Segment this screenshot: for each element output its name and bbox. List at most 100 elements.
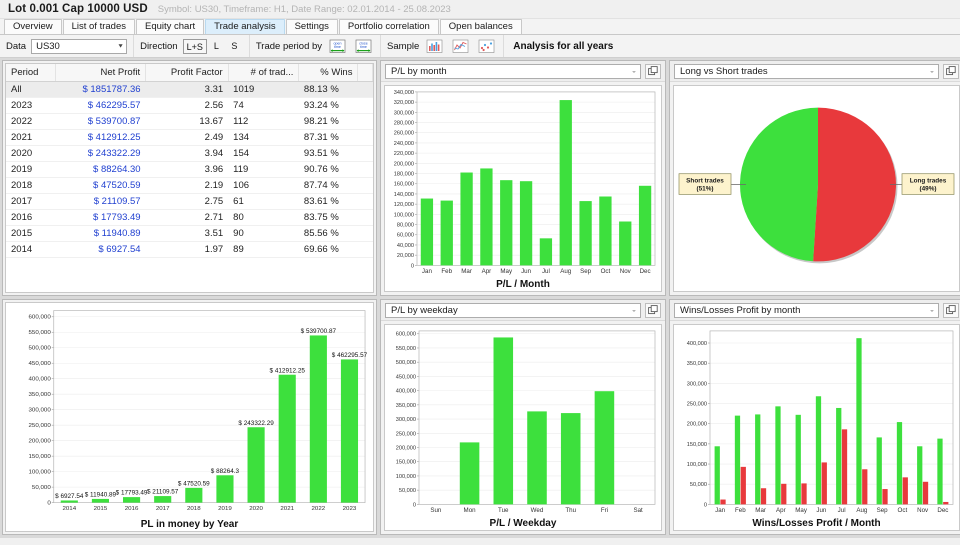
column-header--wins[interactable]: % Wins [298,64,359,82]
table-row[interactable]: 2020 $ 243322.29 3.94 154 93.51 % [6,145,373,162]
table-cell: 2023 [6,97,56,114]
svg-text:300,000: 300,000 [29,408,52,414]
sample-scatter-chart-icon[interactable] [476,38,497,55]
svg-text:320,000: 320,000 [394,100,414,106]
svg-text:Long trades: Long trades [910,178,947,185]
tab-list-of-trades[interactable]: List of trades [62,19,135,34]
sample-bar-chart-icon[interactable] [424,38,445,55]
direction-option-s[interactable]: S [231,40,238,51]
popout-window-icon[interactable] [645,302,661,318]
table-row[interactable]: All $ 1851787.36 3.31 1019 88.13 % [6,81,373,98]
svg-text:200,000: 200,000 [396,446,416,452]
direction-option-lpluss[interactable]: L+S [182,38,207,54]
direction-option-l[interactable]: L [213,40,219,51]
table-cell: 1.97 [145,241,229,258]
long-vs-short-select[interactable]: Long vs Short trades ⌄ [674,63,939,79]
tab-trade-analysis[interactable]: Trade analysis [205,19,285,34]
table-cell: $ 11940.89 [55,225,146,242]
tab-equity-chart[interactable]: Equity chart [135,19,205,34]
popout-window-icon[interactable] [943,302,959,318]
popout-window-icon[interactable] [645,63,661,79]
svg-text:340,000: 340,000 [394,90,414,96]
table-cell: $ 88264.30 [55,161,146,178]
toolbar-group-sample: Sample [381,35,505,57]
tab-settings[interactable]: Settings [285,19,338,34]
data-select-value: US30 [36,40,60,52]
svg-text:$ 21109.57: $ 21109.57 [147,489,179,496]
panel-period-stats: Period Net Profit Profit Factor # of trad..… [2,60,377,296]
data-select[interactable]: US30 ▼ [31,38,128,54]
svg-text:Feb: Feb [735,507,746,514]
tab-portfolio-correlation[interactable]: Portfolio correlation [338,19,439,34]
table-cell: 2022 [6,113,56,130]
toolbar: Data US30 ▼ Direction L+S L S Trade period… [0,35,960,58]
table-row[interactable]: 2015 $ 11940.89 3.51 90 85.56 % [6,225,373,242]
column-header--of-trad[interactable]: # of trad... [228,64,300,82]
table-cell: $ 539700.87 [55,113,146,130]
svg-text:50,000: 50,000 [690,482,707,488]
svg-text:400,000: 400,000 [29,377,52,383]
svg-text:350,000: 350,000 [396,403,416,409]
period-stats-table[interactable]: Period Net Profit Profit Factor # of trad..… [6,64,373,258]
column-header-net-profit[interactable]: Net Profit [55,64,147,82]
svg-text:Short trades: Short trades [686,178,724,185]
panel-pl-by-month: P/L by month ⌄ 0 20,000 40,000 60,000 80,000… [380,60,666,296]
table-row[interactable]: 2017 $ 21109.57 2.75 61 83.61 % [6,193,373,210]
long-vs-short-chart-area: Short trades (51%) Long trades (49%) [673,85,960,292]
svg-text:20,000: 20,000 [397,253,414,259]
svg-text:200,000: 200,000 [394,161,414,167]
svg-text:0: 0 [411,263,414,269]
tab-open-balances[interactable]: Open balances [439,19,522,34]
chevron-down-icon: ⌄ [631,307,637,314]
svg-text:Mon: Mon [464,507,477,514]
table-row[interactable]: 2022 $ 539700.87 13.67 112 98.21 % [6,113,373,130]
pl-by-month-select[interactable]: P/L by month ⌄ [385,63,641,79]
open-time-icon[interactable]: open time [327,38,348,55]
table-row[interactable]: 2023 $ 462295.57 2.56 74 93.24 % [6,97,373,114]
table-cell: 90.76 % [298,161,358,178]
popout-window-icon[interactable] [943,63,959,79]
svg-text:140,000: 140,000 [394,192,414,198]
svg-text:time: time [360,45,367,49]
table-row[interactable]: 2019 $ 88264.30 3.96 119 90.76 % [6,161,373,178]
svg-text:350,000: 350,000 [687,361,707,367]
direction-label: Direction [140,40,178,52]
pl-by-month-chart: 0 20,000 40,000 60,000 80,000 100,000 120,000 1… [385,86,661,291]
close-time-icon[interactable]: close time [353,38,374,55]
svg-text:$ 47520.59: $ 47520.59 [178,481,210,488]
table-cell: 80 [228,209,299,226]
table-cell: 89 [228,241,299,258]
svg-text:100,000: 100,000 [394,212,414,218]
table-cell: 3.94 [145,145,229,162]
svg-text:180,000: 180,000 [394,172,414,178]
svg-text:May: May [795,507,808,514]
table-cell: 93.51 % [298,145,358,162]
column-header-period[interactable]: Period [6,64,57,82]
wins-losses-select[interactable]: Wins/Losses Profit by month ⌄ [674,302,939,318]
analysis-scope-text: Analysis for all years [513,40,614,52]
panel-header-wins-losses: Wins/Losses Profit by month ⌄ [670,300,960,321]
svg-text:150,000: 150,000 [396,460,416,466]
table-row[interactable]: 2018 $ 47520.59 2.19 106 87.74 % [6,177,373,194]
tab-overview[interactable]: Overview [4,19,62,34]
table-cell-spacer [357,225,373,242]
panel-header-long-vs-short: Long vs Short trades ⌄ [670,61,960,82]
table-cell-spacer [357,97,373,114]
table-row[interactable]: 2021 $ 412912.25 2.49 134 87.31 % [6,129,373,146]
table-row[interactable]: 2014 $ 6927.54 1.97 89 69.66 % [6,241,373,258]
toolbar-group-direction: Direction L+S L S [134,35,250,57]
table-row[interactable]: 2016 $ 17793.49 2.71 80 83.75 % [6,209,373,226]
table-cell: 3.96 [145,161,229,178]
svg-text:300,000: 300,000 [396,417,416,423]
chevron-down-icon: ⌄ [929,68,935,75]
svg-text:Dec: Dec [640,268,651,275]
svg-text:240,000: 240,000 [394,141,414,147]
svg-text:2015: 2015 [94,506,108,512]
svg-text:60,000: 60,000 [397,233,414,239]
pl-by-weekday-select[interactable]: P/L by weekday ⌄ [385,302,641,318]
sample-line-chart-icon[interactable] [450,38,471,55]
svg-text:open: open [334,41,342,45]
table-cell: $ 6927.54 [55,241,146,258]
svg-text:100,000: 100,000 [687,462,707,468]
column-header-profit-factor[interactable]: Profit Factor [145,64,229,82]
